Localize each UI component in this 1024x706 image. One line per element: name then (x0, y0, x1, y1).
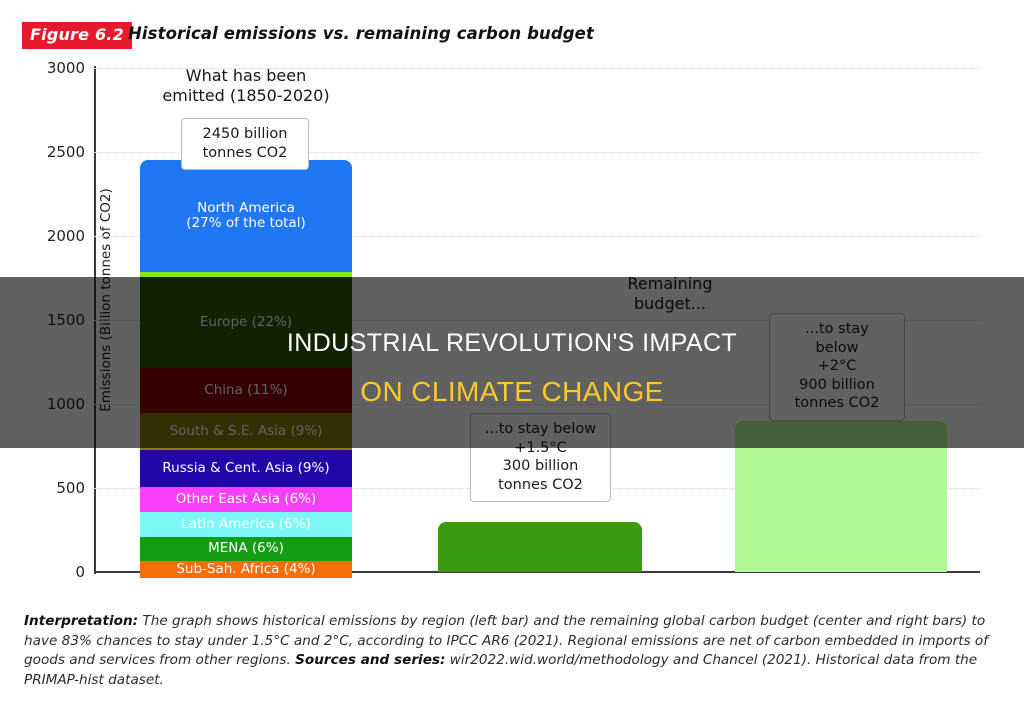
gridline (94, 152, 980, 153)
bar-segment[interactable]: Sub-Sah. Africa (4%) (140, 561, 352, 578)
interpretation-label: Interpretation: (24, 613, 139, 629)
bar-budget-2c[interactable] (735, 420, 947, 572)
y-tick-label: 2500 (46, 143, 85, 161)
bar-segment[interactable]: North America (27% of the total) (140, 160, 352, 272)
overlay-headline-line1: INDUSTRIAL REVOLUTION'S IMPACT (286, 329, 738, 357)
overlay-headline-line2: ON CLIMATE CHANGE (360, 376, 664, 407)
bar-segment[interactable]: Russia & Cent. Asia (9%) (140, 450, 352, 488)
bar-segment[interactable]: South & S.E. Asia (9%) (140, 413, 352, 451)
bar-segment-label: Europe (22%) (199, 314, 293, 331)
bar-segment[interactable]: Other East Asia (6%) (140, 487, 352, 512)
bar-body[interactable] (438, 521, 642, 572)
bar-segment-label: MENA (6%) (208, 540, 284, 557)
y-axis-label: Emissions (Billion tonnes of CO2) (98, 188, 114, 412)
gridline (94, 236, 980, 237)
interpretation-footnote: Interpretation: The graph shows historic… (24, 612, 1006, 691)
figure-number-badge: Figure 6.2 (22, 22, 132, 49)
sources-text: wir2022.wid.world/methodology and Chance… (24, 652, 978, 689)
sources-label: Sources and series: (295, 652, 446, 669)
gridline (94, 68, 980, 69)
left-bar-heading: What has been emitted (1850-2020) (162, 66, 330, 105)
y-tick-label: 3000 (46, 59, 85, 77)
interpretation-text: The graph shows historical emissions by … (24, 613, 989, 669)
bar-segment-label: Other East Asia (6%) (175, 491, 317, 508)
bar-segment[interactable]: Latin America (6%) (140, 511, 352, 537)
figure-title: Historical emissions vs. remaining carbo… (128, 24, 594, 43)
y-tick-label: 2000 (46, 227, 85, 245)
bar-body[interactable] (735, 420, 947, 572)
bar-segment-label: North America (27% of the total) (186, 200, 306, 231)
bar-historical-emissions[interactable]: North America (27% of the total) Europe (2… (140, 160, 352, 578)
y-tick-label: 0 (75, 563, 85, 581)
bar-segment[interactable]: MENA (6%) (140, 536, 352, 562)
bar-segment-label: Latin America (6%) (181, 515, 311, 532)
bar-segment[interactable] (140, 271, 352, 278)
bar-segment-label: Sub-Sah. Africa (4%) (176, 561, 316, 578)
left-bar-value-box: 2450 billion tonnes CO2 (181, 118, 309, 171)
bar-segment-label: South & S.E. Asia (9%) (169, 423, 323, 440)
bar-budget-1p5c[interactable] (438, 521, 642, 572)
remaining-budget-heading: Remaining budget... (627, 274, 713, 313)
center-bar-value-box: ...to stay below +1.5°C 300 billion tonn… (470, 413, 611, 503)
bar-segment-label: Russia & Cent. Asia (9%) (162, 460, 330, 477)
y-tick-label: 500 (56, 479, 85, 497)
y-tick-label: 1500 (46, 311, 85, 329)
